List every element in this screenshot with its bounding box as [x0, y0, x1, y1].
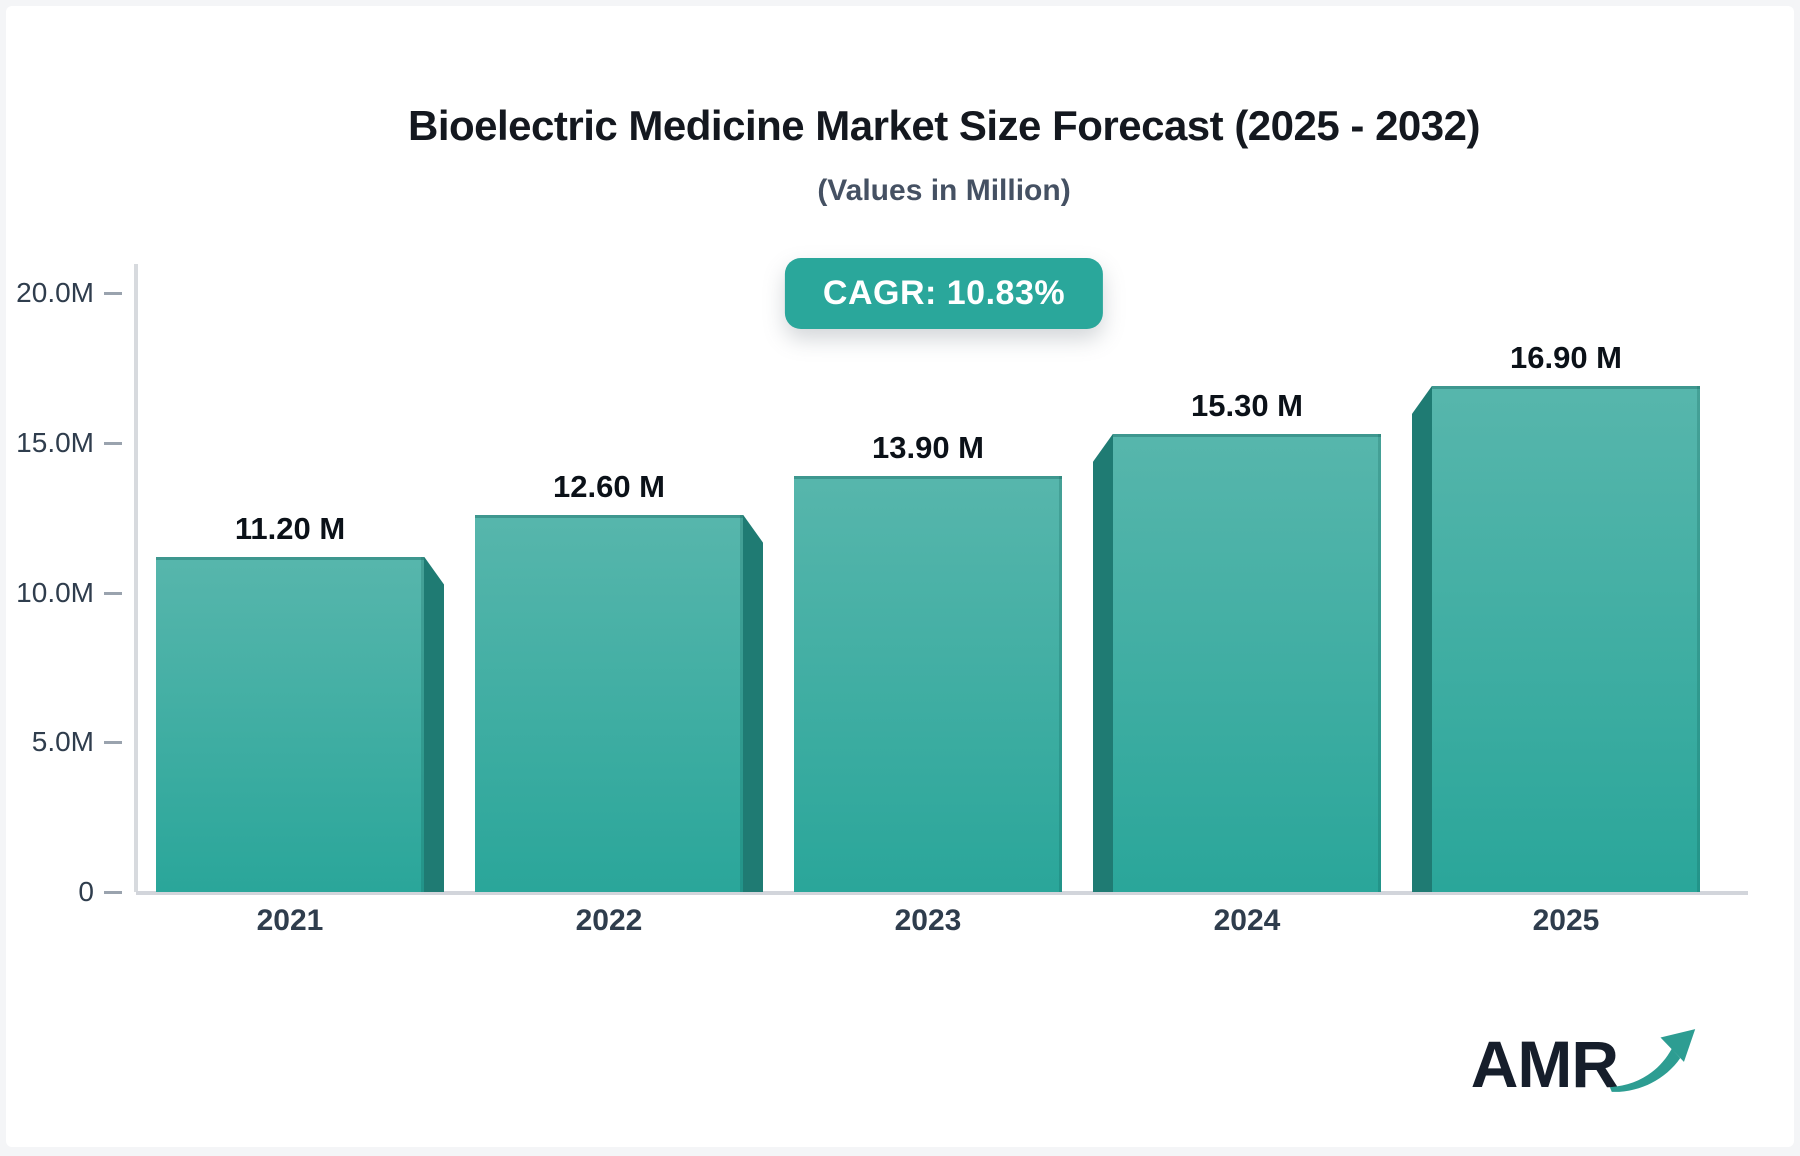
- y-axis-label: 15.0M: [16, 426, 94, 458]
- y-axis-label: 10.0M: [16, 576, 94, 608]
- y-axis-tick: [104, 591, 122, 595]
- bar-face: [156, 556, 424, 892]
- y-axis-label: 0: [78, 876, 94, 907]
- y-axis-label: 5.0M: [31, 726, 94, 758]
- bar-face: [1432, 385, 1700, 892]
- y-axis-tick: [104, 292, 122, 295]
- x-axis-label: 2024: [1213, 904, 1281, 937]
- x-axis-label: 2022: [575, 904, 643, 937]
- chart-subtitle: (Values in Million): [817, 174, 1071, 207]
- bar-side-3d: [424, 556, 444, 892]
- growth-arrow-icon: [1609, 1029, 1696, 1092]
- chart-title: Bioelectric Medicine Market Size Forecas…: [408, 102, 1481, 149]
- bar-side-3d: [1412, 385, 1432, 892]
- chart-card: Bioelectric Medicine Market Size Forecas…: [6, 6, 1794, 1147]
- y-axis-line: [134, 264, 138, 892]
- x-axis-line: [136, 891, 1748, 895]
- x-axis-label: 2023: [894, 904, 962, 937]
- bar-value-label: 12.60 M: [552, 468, 665, 504]
- bar-face: [794, 475, 1062, 892]
- y-axis-tick: [104, 891, 122, 894]
- bar-face: [475, 514, 743, 892]
- bar-value-label: 16.90 M: [1509, 339, 1622, 375]
- y-axis-label: 20.0M: [16, 277, 94, 308]
- bar-side-3d: [743, 514, 763, 892]
- bar-face: [1113, 433, 1381, 892]
- x-axis-label: 2021: [256, 904, 324, 937]
- amr-logo: AMR: [1471, 1025, 1698, 1097]
- cagr-badge: CAGR: 10.83%: [784, 258, 1104, 329]
- y-axis-tick: [104, 741, 122, 745]
- y-axis-tick: [104, 441, 122, 445]
- bar-side-3d: [1093, 433, 1113, 892]
- bar-value-label: 13.90 M: [871, 429, 984, 465]
- x-axis-label: 2025: [1532, 904, 1600, 937]
- amr-logo-text: AMR: [1470, 1027, 1619, 1101]
- bar-value-label: 11.20 M: [234, 510, 346, 546]
- bar-value-label: 15.30 M: [1190, 387, 1303, 423]
